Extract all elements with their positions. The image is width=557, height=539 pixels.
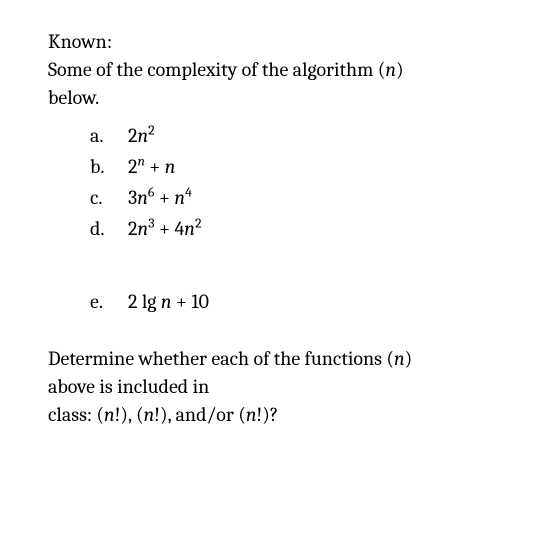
list-item-a: a. 2n2 (48, 120, 509, 151)
intro-below: below. (48, 84, 509, 112)
intro-line2: Some of the complexity of the algorithm … (48, 56, 509, 84)
list-item-d: d. 2n3 + 4n2 (48, 213, 509, 244)
document-body: Known: Some of the complexity of the alg… (0, 0, 557, 457)
complexity-list: a. 2n2 b. 2n + n c. 3n6 + n4 d. 2n3 + 4n… (48, 120, 509, 317)
intro-line2-pre: Some of the complexity of the algorithm … (48, 58, 385, 81)
list-label-a: a. (90, 120, 128, 151)
list-expr-d: 2n3 + 4n2 (128, 213, 202, 244)
list-expr-b: 2n + n (128, 151, 175, 182)
question-line1: Determine whether each of the functions … (48, 345, 509, 373)
intro-known: Known: (48, 28, 509, 56)
list-label-e: e. (90, 286, 128, 317)
list-expr-e: 2 lg n + 10 (128, 286, 209, 317)
list-item-c: c. 3n6 + n4 (48, 182, 509, 213)
list-item-e: e. 2 lg n + 10 (48, 286, 509, 317)
question-line3: class: (n!), (n!), and/or (n!)? (48, 401, 509, 429)
list-item-b: b. 2n + n (48, 151, 509, 182)
list-label-b: b. (90, 151, 128, 182)
list-expr-c: 3n6 + n4 (128, 182, 192, 213)
intro-line2-var: n (385, 58, 396, 81)
list-gap (48, 244, 509, 286)
list-expr-a: 2n2 (128, 120, 155, 151)
question-block: Determine whether each of the functions … (48, 345, 509, 429)
question-line2: above is included in (48, 373, 509, 401)
intro-line2-post: ) (396, 58, 404, 81)
list-label-d: d. (90, 213, 128, 244)
list-label-c: c. (90, 182, 128, 213)
